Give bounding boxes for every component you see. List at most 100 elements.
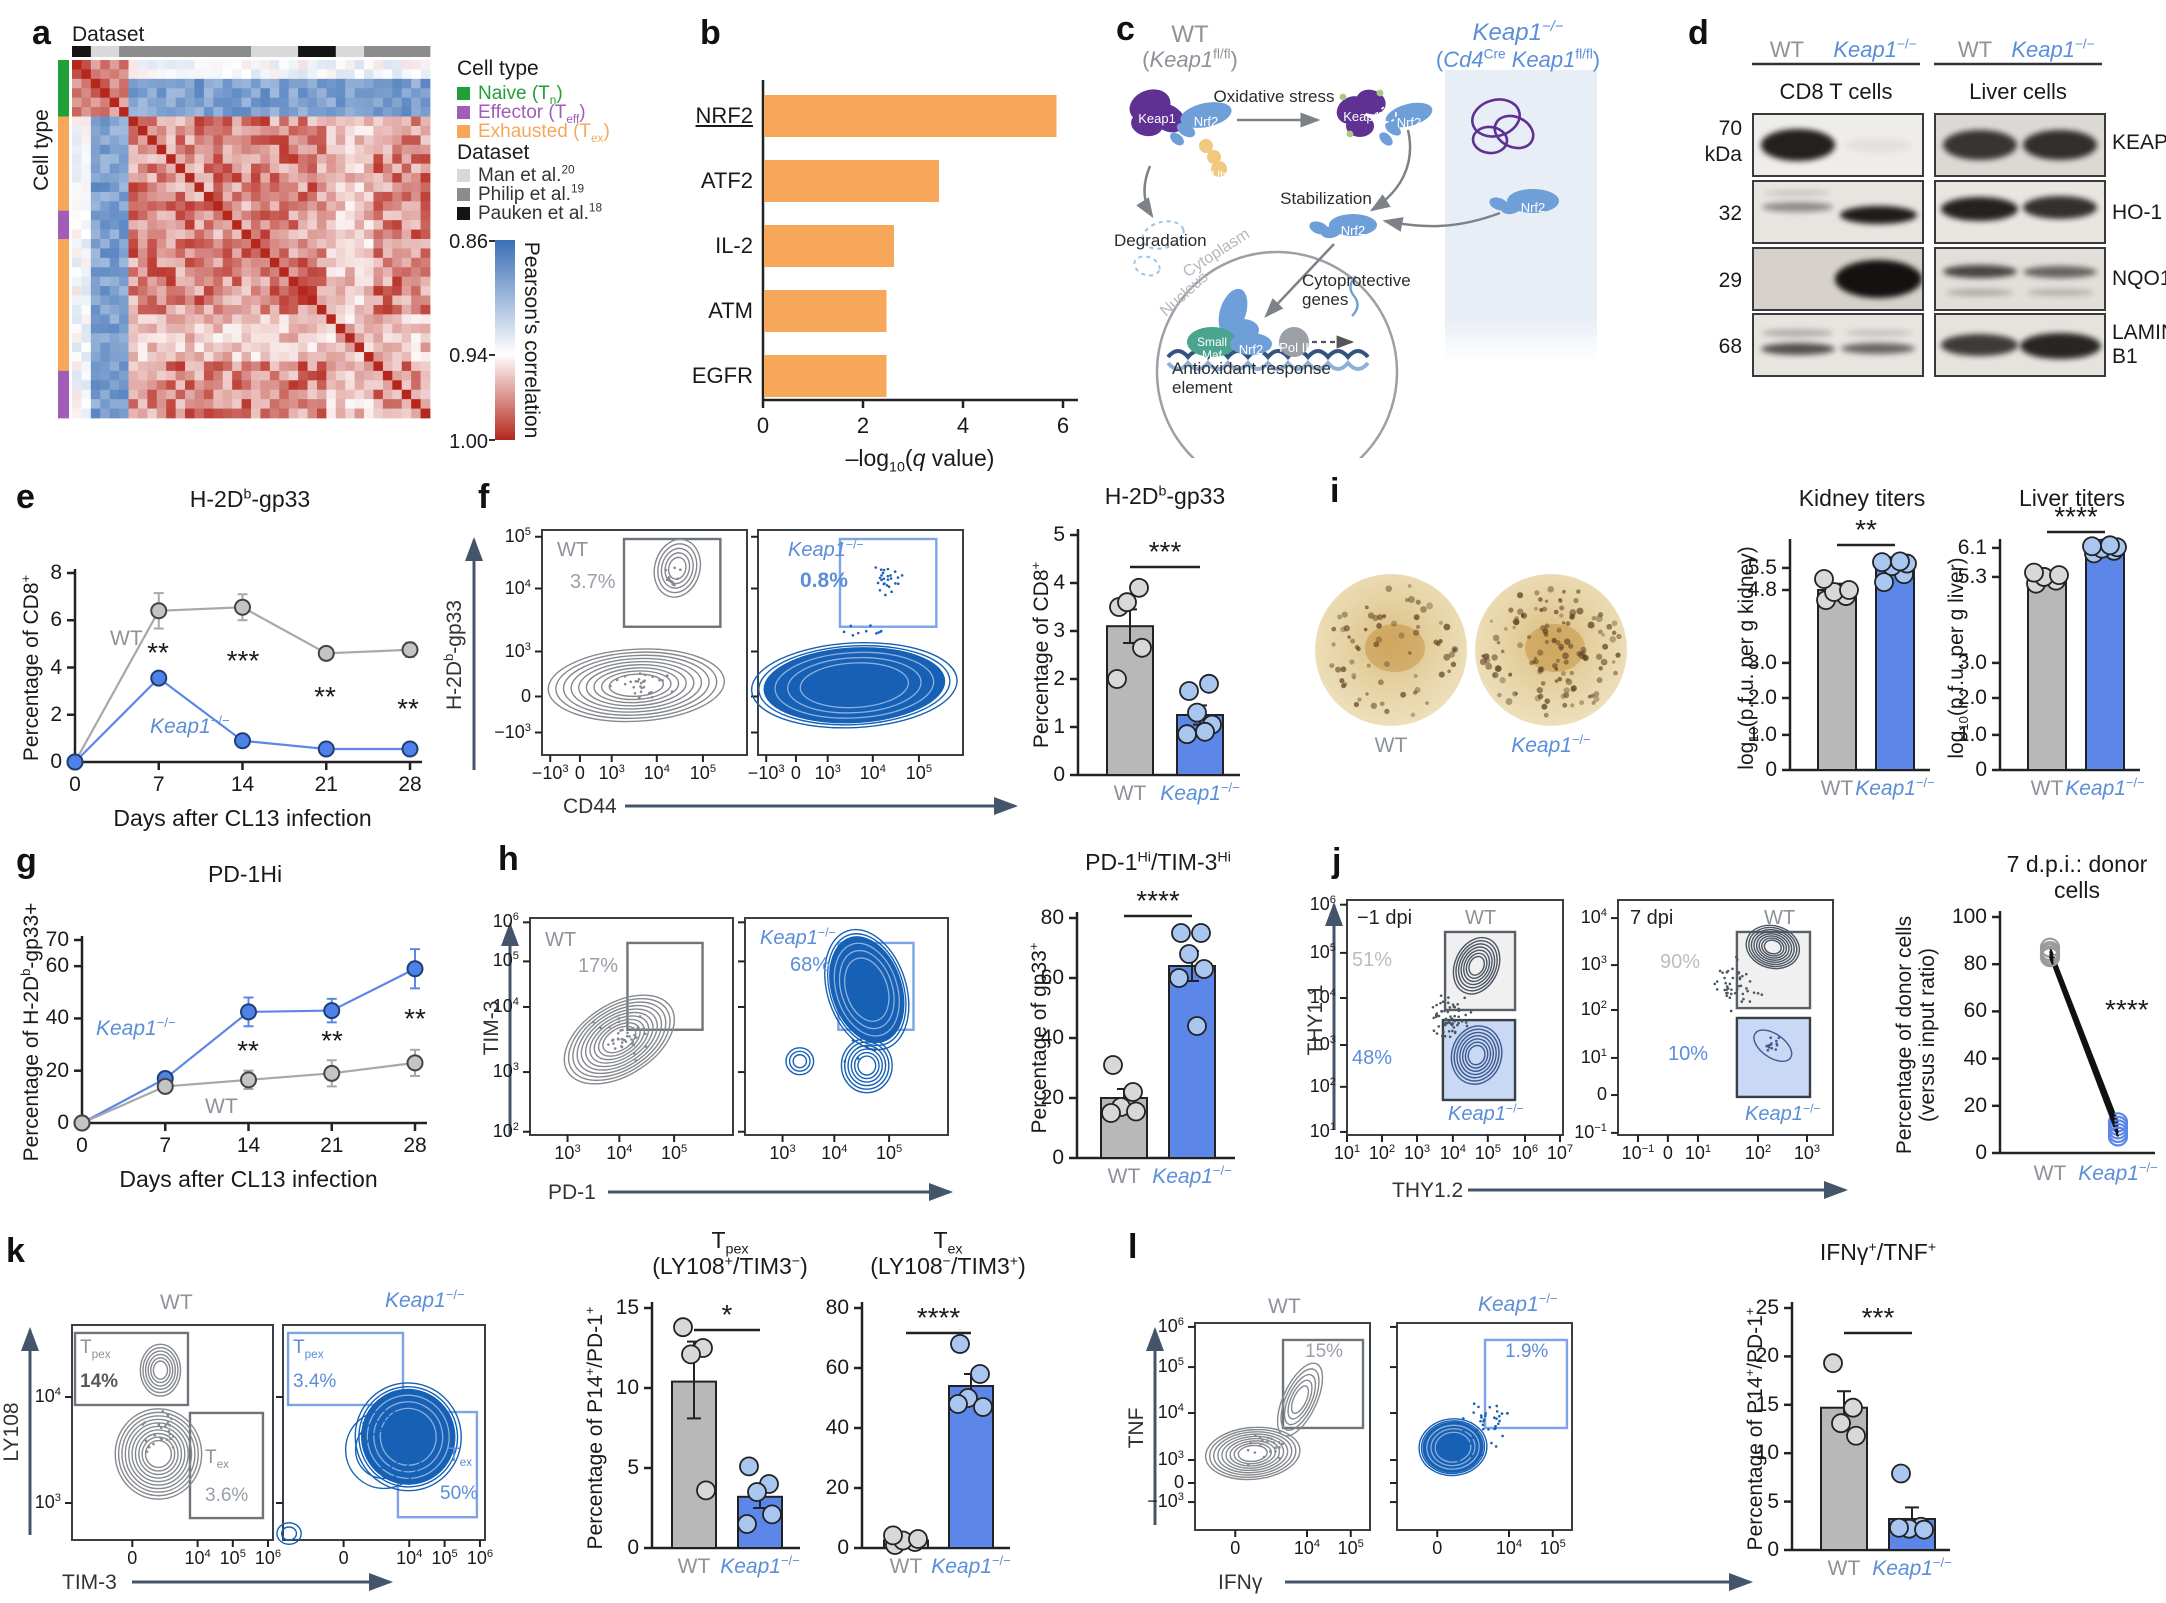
diagram-are-1: Antioxidant response bbox=[1172, 359, 1331, 378]
y-tick: 2.0 bbox=[1957, 686, 1987, 709]
data-point-WT bbox=[156, 1077, 174, 1095]
blot-band bbox=[1942, 265, 2017, 279]
y-tick: 20 bbox=[1963, 1093, 1987, 1117]
blot-column-title: Liver cells bbox=[1969, 79, 2067, 104]
diagram-oxidative-stress: Oxidative stress bbox=[1213, 87, 1335, 106]
y-tick: 40 bbox=[1963, 1046, 1987, 1070]
y-tick: 80 bbox=[825, 1296, 849, 1319]
group-label: Keap1−/− bbox=[1152, 1163, 1232, 1188]
significance: **** bbox=[2054, 501, 2098, 532]
y-axis-label: log10(p.f.u. per g kidney) bbox=[1734, 545, 1762, 770]
data-dot bbox=[1846, 1425, 1866, 1446]
paired-dot-wt bbox=[2039, 947, 2061, 968]
group-label: WT bbox=[677, 1555, 711, 1578]
data-dot bbox=[1132, 637, 1152, 658]
y-tick: 6.1 bbox=[1957, 535, 1987, 559]
flow-y-tick: 104 bbox=[1309, 986, 1336, 1007]
flow-gate bbox=[838, 537, 938, 628]
flow-y-tick: 105 bbox=[504, 525, 531, 546]
y-tick: 40 bbox=[45, 1006, 69, 1030]
data-dot bbox=[1194, 959, 1214, 979]
data-point-WT bbox=[73, 1114, 91, 1132]
flow-x-tick: −103 bbox=[531, 763, 569, 783]
flow-annotation: 3.6% bbox=[205, 1485, 249, 1506]
flow-x-tick: 103 bbox=[1403, 1143, 1431, 1163]
group-label: WT bbox=[2033, 1162, 2067, 1185]
flow-y-tick: 101 bbox=[1309, 1120, 1336, 1141]
flow-y-tick: 104 bbox=[1580, 907, 1607, 928]
chart-title: Liver titers bbox=[2018, 485, 2126, 511]
data-dot bbox=[1891, 1463, 1911, 1484]
data-dot bbox=[747, 1482, 767, 1502]
chart-title: 7 d.p.i.: donor bbox=[2006, 851, 2148, 877]
bar-category-label: EGFR bbox=[691, 363, 753, 388]
flow-y-tick: −103 bbox=[494, 721, 531, 742]
bar-category-label: ATM bbox=[708, 298, 753, 323]
flow-y-axis-label: LY108 bbox=[0, 1402, 23, 1462]
blot-band bbox=[1839, 206, 1917, 224]
flow-x-tick: 105 bbox=[219, 1548, 246, 1568]
data-dot bbox=[737, 1514, 757, 1534]
flow-y-tick: 103 bbox=[492, 1061, 519, 1082]
blot-band bbox=[1762, 202, 1833, 212]
data-dot bbox=[970, 1364, 990, 1384]
flow-annotation: 14% bbox=[80, 1371, 119, 1392]
diagram-smallmaf-label-1: Small bbox=[1196, 335, 1228, 349]
legend-celltype-item: Effector (Teff) bbox=[478, 102, 586, 126]
data-dot bbox=[1914, 1519, 1934, 1540]
colorbar-tick: 0.86 bbox=[449, 231, 488, 253]
flow-annotation: WT bbox=[1764, 907, 1796, 929]
flow-annotation: WT bbox=[1465, 907, 1497, 929]
flow-annotation: 3.4% bbox=[293, 1371, 337, 1392]
flow-x-tick: 104 bbox=[396, 1548, 423, 1568]
data-dot bbox=[1129, 577, 1149, 598]
colorbar-tick: 1.00 bbox=[449, 431, 488, 453]
y-tick: 5 bbox=[1053, 523, 1065, 546]
flow-gate bbox=[1735, 1016, 1812, 1099]
plaque-label: Keap1−/− bbox=[1511, 732, 1591, 757]
diagram-nrf2-label-4: Nrf2 bbox=[1520, 200, 1546, 215]
y-tick: 5 bbox=[1767, 1489, 1779, 1513]
panel-e-label: e bbox=[16, 478, 35, 516]
kda-marker: 32 bbox=[1718, 202, 1742, 225]
legend-swatch bbox=[457, 87, 470, 100]
y-tick: 0 bbox=[1765, 758, 1777, 781]
bar-NRF2 bbox=[764, 95, 1057, 137]
plaque-label: WT bbox=[1374, 734, 1408, 757]
y-tick: 100 bbox=[1951, 905, 1987, 928]
diagram-keap1-label: Keap1 bbox=[1138, 111, 1176, 126]
data-dot bbox=[739, 1456, 759, 1477]
blot-image bbox=[1752, 180, 1924, 244]
data-dot bbox=[1107, 669, 1127, 689]
data-dot bbox=[1199, 673, 1219, 694]
panel-i-label: i bbox=[1330, 472, 1340, 510]
data-point-Keap1-/- bbox=[317, 740, 335, 758]
flow-x-tick: 105 bbox=[1539, 1538, 1566, 1558]
chart-title: PD-1Hi bbox=[207, 861, 283, 887]
flow-x-tick: 105 bbox=[689, 763, 717, 783]
flow-x-tick: 101 bbox=[1333, 1143, 1361, 1163]
bar-EGFR bbox=[764, 355, 887, 397]
significance: ** bbox=[321, 1025, 343, 1056]
blot-band bbox=[1834, 259, 1922, 299]
data-dot bbox=[1191, 923, 1211, 943]
group-label: Keap1−/− bbox=[2065, 775, 2145, 800]
x-axis-label: Days after CL13 infection bbox=[119, 1166, 378, 1192]
flow-x-tick: 101 bbox=[1684, 1143, 1712, 1163]
flow-annotation: 1.9% bbox=[1505, 1341, 1549, 1362]
colorbar-tick: 0.94 bbox=[449, 345, 488, 367]
data-dot bbox=[1179, 944, 1199, 964]
diagram-nrf2-label-1: Nrf2 bbox=[1193, 114, 1219, 129]
y-axis-label: (versus input ratio) bbox=[1915, 948, 1939, 1122]
bar-keap1ko bbox=[2085, 547, 2125, 772]
y-tick: 0 bbox=[50, 750, 62, 773]
data-dot bbox=[1169, 968, 1189, 988]
blot-band bbox=[1760, 129, 1835, 161]
chart-title: Tpex bbox=[711, 1227, 749, 1258]
flow-annotation: 90% bbox=[1660, 951, 1701, 973]
flow-x-tick: 0 bbox=[1230, 1538, 1241, 1558]
y-axis-label: Percentage of H-2Db-gp33+ bbox=[17, 902, 43, 1161]
data-dot bbox=[948, 1394, 968, 1414]
flow-x-tick: 0 bbox=[790, 763, 801, 783]
